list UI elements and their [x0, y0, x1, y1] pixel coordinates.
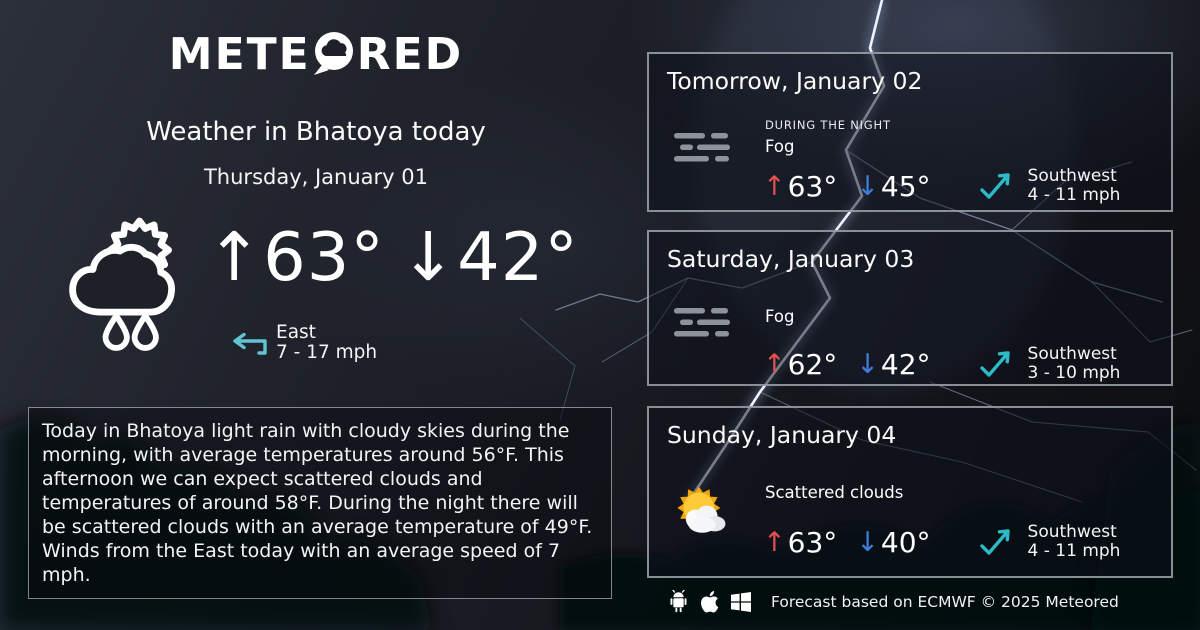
current-weather-panel: METE RED Weather in Bhatoya today Thursd…: [0, 30, 632, 599]
card-low-temp: 42°: [880, 347, 931, 381]
high-arrow-icon: ↑: [763, 526, 786, 558]
card-period-label: DURING THE NIGHT: [765, 118, 891, 132]
card-wind-speed: 4 - 11 mph: [1027, 541, 1121, 561]
fog-icon: [674, 132, 730, 162]
today-low-temp: ↓42°: [400, 218, 579, 296]
today-wind: East 7 - 17 mph: [227, 323, 377, 363]
card-wind-direction: Southwest: [1027, 522, 1117, 542]
card-high-temp: 62°: [787, 347, 838, 381]
card-wind: Southwest 4 - 11 mph: [977, 522, 1121, 561]
forecast-card-tomorrow[interactable]: Tomorrow, January 02 DURING THE NIGHT Fo…: [647, 52, 1173, 212]
card-temps-wind-row: ↑ 63° ↓ 40° Southwest 4 - 11 mph: [763, 523, 1120, 561]
card-low-temp: 40°: [880, 525, 931, 559]
wind-direction-southwest-arrow-icon: [979, 351, 1010, 377]
weather-summary: Today in Bhatoya light rain with cloudy …: [28, 407, 612, 599]
logo-text-left: METE: [168, 29, 311, 80]
card-temps-wind-row: ↑ 63° ↓ 45° Southwest 4 - 11 mph: [763, 167, 1120, 205]
low-arrow-icon: ↓: [856, 348, 879, 380]
low-arrow-icon: ↓: [856, 526, 879, 558]
low-arrow-icon: ↓: [856, 170, 879, 202]
card-temps-wind-row: ↑ 62° ↓ 42° Southwest 3 - 10 mph: [763, 345, 1120, 383]
forecast-card-saturday[interactable]: Saturday, January 03 Fog ↑ 62° ↓ 42°: [647, 230, 1173, 386]
card-wind: Southwest 4 - 11 mph: [977, 166, 1121, 205]
card-wind-direction: Southwest: [1027, 344, 1117, 364]
footer: Forecast based on ECMWF © 2025 Meteored: [668, 590, 1119, 614]
today-high-temp: ↑63°: [206, 218, 385, 296]
wind-direction-southwest-arrow-icon: [979, 173, 1010, 199]
windows-icon[interactable]: [731, 592, 751, 612]
forecast-card-sunday[interactable]: Sunday, January 04 Scattered clouds ↑ 63°…: [647, 406, 1173, 578]
card-title: Sunday, January 04: [667, 421, 897, 449]
card-wind-direction: Southwest: [1027, 166, 1117, 186]
apple-icon[interactable]: [701, 591, 719, 613]
sun-cloud-icon: [677, 486, 726, 533]
today-wind-speed: 7 - 17 mph: [276, 342, 378, 363]
high-arrow-icon: ↑: [763, 170, 786, 202]
wind-direction-east-arrow-icon: [233, 332, 267, 355]
meteored-cloud-bubble-icon: [313, 32, 353, 75]
meteored-logo[interactable]: METE RED: [0, 30, 632, 79]
card-condition-block: DURING THE NIGHT Fog: [765, 118, 891, 156]
card-wind-speed: 3 - 10 mph: [1027, 363, 1121, 383]
android-icon[interactable]: [668, 590, 689, 614]
high-arrow-icon: ↑: [206, 218, 264, 296]
wind-direction-southwest-arrow-icon: [979, 529, 1010, 555]
card-condition: Fog: [765, 137, 795, 156]
page-date: Thursday, January 01: [203, 165, 428, 189]
today-wind-direction: East: [276, 322, 316, 343]
card-condition-block: Fog: [765, 302, 794, 326]
card-title: Tomorrow, January 02: [667, 67, 923, 95]
page-title: Weather in Bhatoya today: [146, 117, 486, 147]
card-low-temp: 45°: [880, 169, 931, 203]
card-condition-block: Scattered clouds: [765, 478, 903, 502]
light-rain-sun-cloud-icon: [69, 217, 175, 351]
high-arrow-icon: ↑: [763, 348, 786, 380]
forecast-attribution: Forecast based on ECMWF © 2025 Meteored: [771, 593, 1119, 611]
card-wind: Southwest 3 - 10 mph: [977, 344, 1121, 383]
card-wind-speed: 4 - 11 mph: [1027, 185, 1121, 205]
card-condition: Fog: [765, 307, 795, 326]
logo-text-right: RED: [356, 29, 464, 80]
fog-icon: [674, 308, 730, 337]
low-arrow-icon: ↓: [400, 218, 458, 296]
card-title: Saturday, January 03: [667, 245, 915, 273]
card-high-temp: 63°: [787, 169, 838, 203]
card-condition: Scattered clouds: [765, 483, 904, 502]
card-high-temp: 63°: [787, 525, 838, 559]
